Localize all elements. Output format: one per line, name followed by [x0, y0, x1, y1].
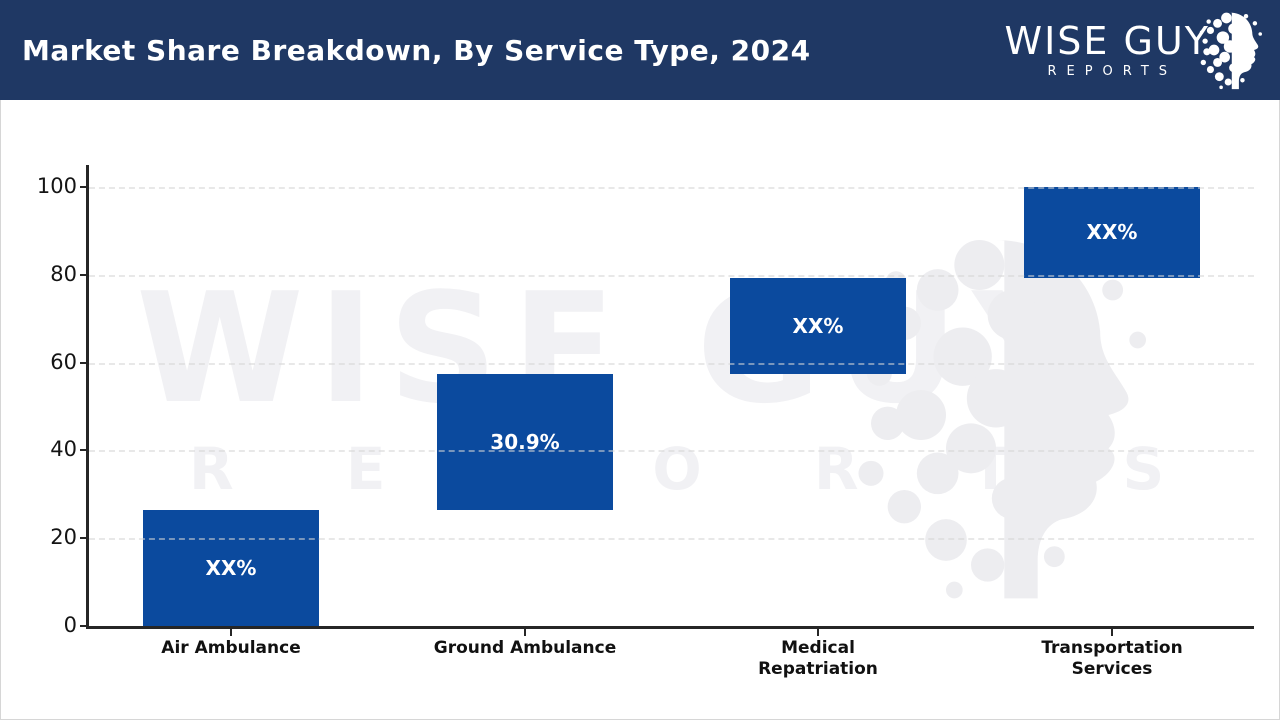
chart-title: Market Share Breakdown, By Service Type,…: [22, 33, 811, 67]
y-tick-mark: [80, 449, 87, 452]
grid-line: [89, 362, 1254, 365]
x-tick-mark: [1111, 629, 1113, 636]
bar-value-label: XX%: [205, 556, 257, 581]
grid-line: [89, 450, 1254, 453]
bar-value-label: XX%: [1086, 220, 1138, 245]
grid-line: [89, 187, 1254, 189]
x-category-label: Air Ambulance: [161, 638, 301, 658]
logo-wordmark: WISE GUY: [1004, 19, 1210, 63]
x-tick-mark: [524, 629, 526, 636]
bar-air-ambulance: XX%: [143, 510, 319, 626]
logo-subtext: REPORTS: [1047, 64, 1178, 79]
chart-area: WISE GUY R E P O R T S 0 20 40 60 80 100 XX% Ai…: [0, 100, 1280, 720]
y-tick-label: 0: [63, 613, 77, 637]
y-tick-mark: [80, 625, 87, 627]
y-tick-mark: [80, 537, 87, 540]
grid-line: [89, 274, 1254, 277]
y-tick-label: 100: [36, 174, 77, 198]
x-tick-mark: [230, 629, 232, 636]
bar-value-label: 30.9%: [490, 430, 560, 455]
y-tick-mark: [80, 186, 87, 188]
x-category-label: Ground Ambulance: [433, 638, 617, 658]
y-tick-label: 60: [50, 349, 77, 374]
bar-value-label: XX%: [792, 314, 844, 339]
x-category-label: Medical Repatriation: [758, 638, 878, 679]
y-axis-line: [86, 165, 89, 629]
bar-medical-repatriation: XX%: [730, 277, 906, 375]
x-axis-line: [86, 626, 1254, 629]
y-tick-label: 20: [50, 525, 77, 550]
logo-face-icon: [1199, 12, 1262, 90]
brand-logo: WISE GUY REPORTS: [1005, 9, 1262, 91]
header-bar: Market Share Breakdown, By Service Type,…: [0, 0, 1280, 100]
bar-transportation-services: XX%: [1024, 187, 1200, 278]
x-category-label: Transportation Services: [1041, 638, 1183, 679]
y-tick-label: 80: [50, 261, 77, 286]
y-tick-mark: [80, 361, 87, 364]
y-tick-mark: [80, 273, 87, 276]
x-tick-mark: [817, 629, 819, 636]
y-tick-label: 40: [50, 437, 77, 462]
grid-line: [89, 538, 1254, 541]
bar-ground-ambulance: 30.9%: [437, 374, 613, 511]
